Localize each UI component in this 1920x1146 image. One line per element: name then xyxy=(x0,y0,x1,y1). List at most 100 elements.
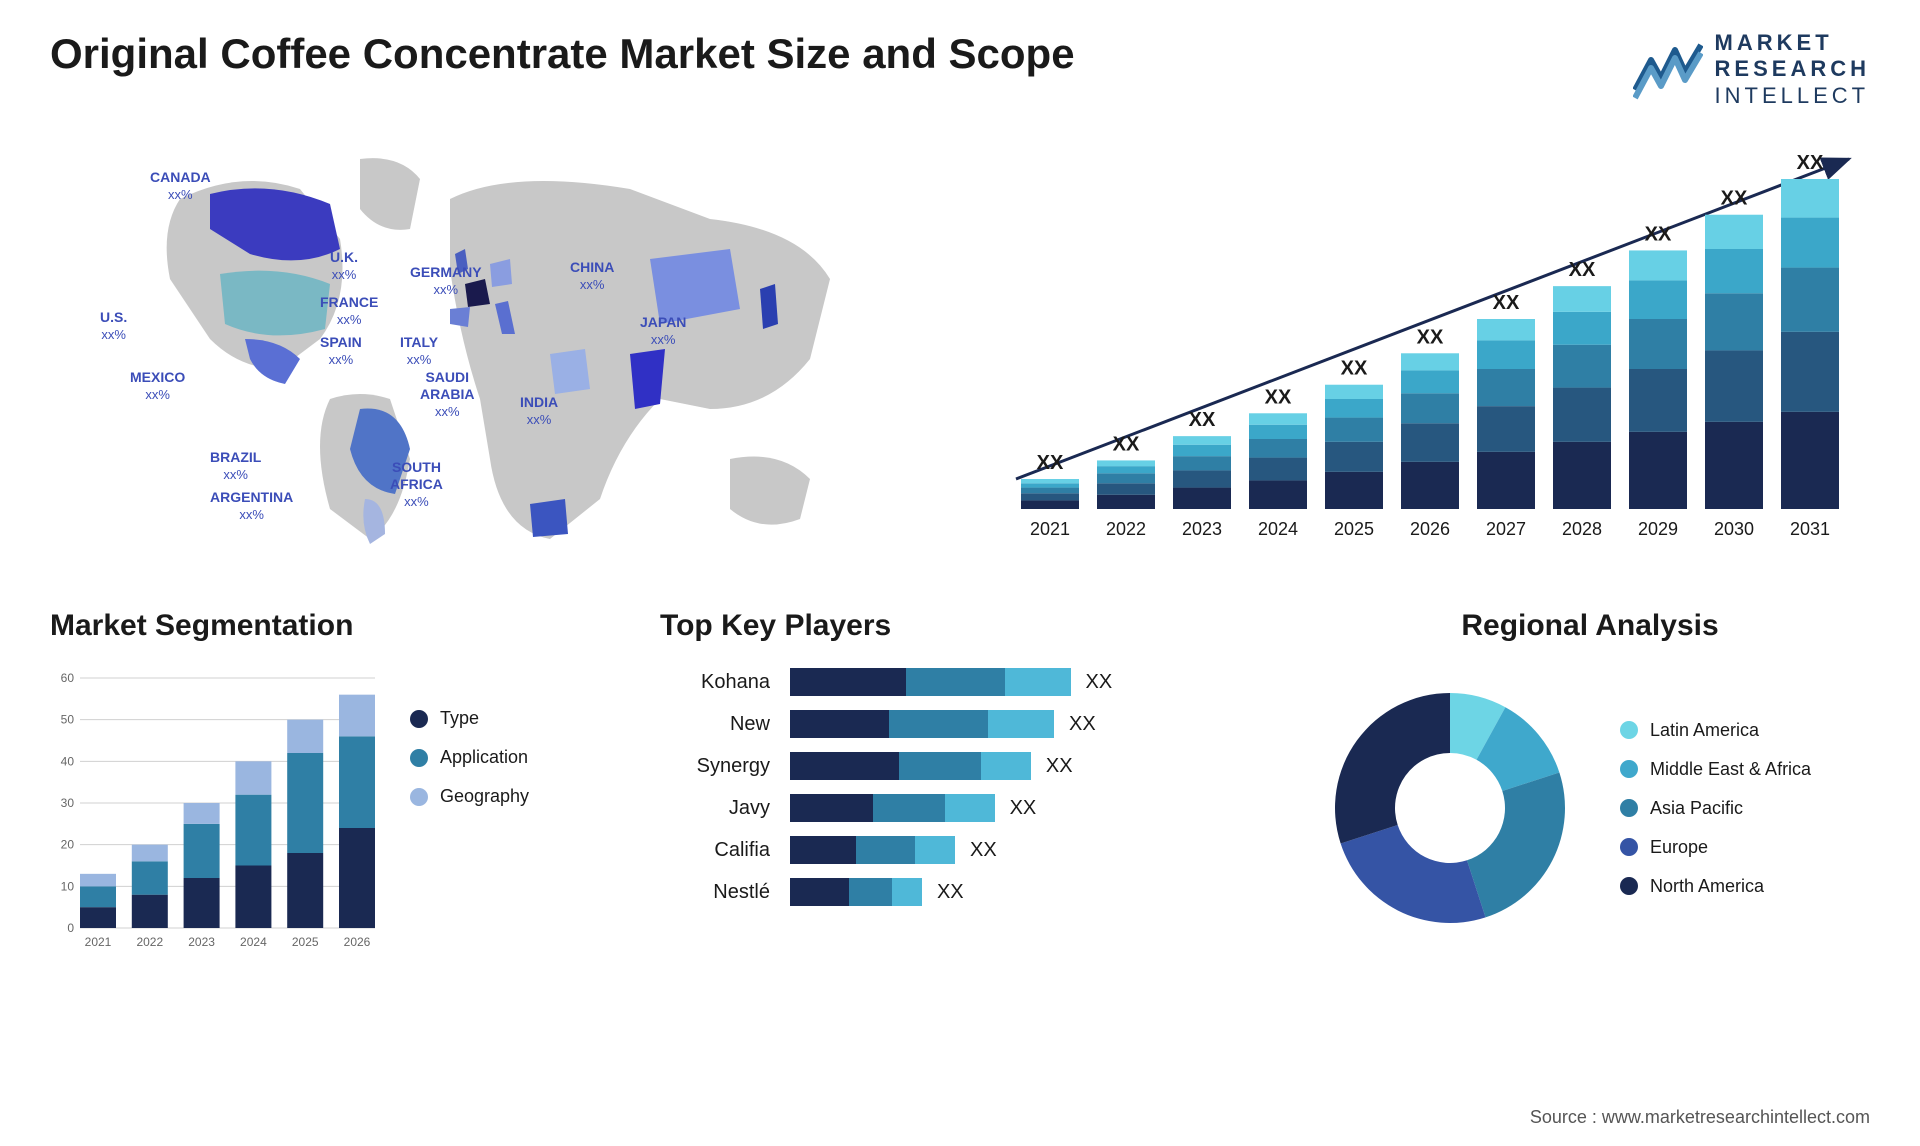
seg-ytick: 60 xyxy=(61,671,75,685)
growth-bar-label: XX xyxy=(1721,188,1748,210)
growth-bar-seg xyxy=(1705,351,1763,422)
player-value: XX xyxy=(1069,713,1096,736)
player-value: XX xyxy=(1046,755,1073,778)
growth-bar-seg xyxy=(1173,436,1231,445)
map-country-japan xyxy=(760,284,778,329)
seg-legend-item: Type xyxy=(410,708,529,729)
seg-bar-seg xyxy=(339,737,375,829)
player-value: XX xyxy=(937,881,964,904)
growth-bar-seg xyxy=(1477,452,1535,509)
donut-wrap xyxy=(1310,668,1590,948)
growth-bar-seg xyxy=(1021,501,1079,510)
player-bar-seg xyxy=(945,794,995,822)
growth-bar-seg xyxy=(1553,442,1611,509)
map-country-spain xyxy=(450,307,470,327)
growth-bar-seg xyxy=(1781,412,1839,509)
player-name: Nestlé xyxy=(713,878,770,906)
map-label-france: FRANCExx% xyxy=(320,294,378,328)
growth-bar-seg xyxy=(1097,466,1155,473)
key-players-section: Top Key Players KohanaNewSynergyJavyCali… xyxy=(660,609,1260,958)
seg-ytick: 50 xyxy=(61,713,75,727)
seg-ytick: 30 xyxy=(61,796,75,810)
growth-year-label: 2026 xyxy=(1410,519,1450,539)
growth-bar-label: XX xyxy=(1341,358,1368,380)
growth-bar-label: XX xyxy=(1265,386,1292,408)
legend-dot xyxy=(1620,760,1638,778)
logo-icon xyxy=(1633,40,1703,100)
legend-dot xyxy=(1620,877,1638,895)
regional-legend-item: Asia Pacific xyxy=(1620,798,1811,819)
player-bar xyxy=(790,752,1031,780)
legend-label: North America xyxy=(1650,876,1764,897)
growth-bar-seg xyxy=(1021,493,1079,500)
player-name: New xyxy=(730,710,770,738)
map-label-southafrica: SOUTHAFRICAxx% xyxy=(390,459,443,509)
growth-bar-seg xyxy=(1477,406,1535,452)
player-name: Javy xyxy=(729,794,770,822)
player-bar-seg xyxy=(892,878,922,906)
growth-year-label: 2022 xyxy=(1106,519,1146,539)
seg-year: 2023 xyxy=(188,935,215,949)
growth-bar-seg xyxy=(1173,471,1231,488)
seg-ytick: 10 xyxy=(61,880,75,894)
growth-chart: XX2021XX2022XX2023XX2024XX2025XX2026XX20… xyxy=(990,139,1870,559)
player-name: Califia xyxy=(714,836,770,864)
growth-bar-seg xyxy=(1629,369,1687,432)
seg-bar-seg xyxy=(287,753,323,853)
growth-bar-seg xyxy=(1173,488,1231,509)
growth-bar-seg xyxy=(1249,425,1307,439)
growth-bar-seg xyxy=(1705,422,1763,509)
player-row: XX xyxy=(790,710,1260,738)
regional-section: Regional Analysis Latin AmericaMiddle Ea… xyxy=(1310,609,1870,958)
growth-bar-seg xyxy=(1173,445,1231,456)
legend-label: Europe xyxy=(1650,837,1708,858)
map-label-mexico: MEXICOxx% xyxy=(130,369,185,403)
seg-bar-seg xyxy=(80,907,116,928)
growth-year-label: 2021 xyxy=(1030,519,1070,539)
growth-bar-seg xyxy=(1553,286,1611,312)
growth-bar-label: XX xyxy=(1645,224,1672,246)
regional-legend-item: North America xyxy=(1620,876,1811,897)
growth-bar-seg xyxy=(1249,481,1307,510)
map-label-argentina: ARGENTINAxx% xyxy=(210,489,293,523)
map-label-india: INDIAxx% xyxy=(520,394,558,428)
player-bar xyxy=(790,836,955,864)
player-bar-seg xyxy=(790,836,856,864)
seg-ytick: 40 xyxy=(61,755,75,769)
world-map: CANADAxx%U.S.xx%MEXICOxx%BRAZILxx%ARGENT… xyxy=(50,139,950,559)
growth-bar-seg xyxy=(1325,385,1383,399)
growth-bar-seg xyxy=(1705,249,1763,293)
seg-bar-seg xyxy=(339,695,375,737)
player-bar-seg xyxy=(790,794,873,822)
growth-bar-seg xyxy=(1629,251,1687,281)
growth-bar-seg xyxy=(1325,399,1383,418)
player-bars: XXXXXXXXXXXX xyxy=(790,668,1260,906)
player-row: XX xyxy=(790,836,1260,864)
key-players-chart: KohanaNewSynergyJavyCalifiaNestlé XXXXXX… xyxy=(660,668,1260,906)
legend-label: Type xyxy=(440,708,479,729)
player-row: XX xyxy=(790,878,1260,906)
growth-bar-label: XX xyxy=(1417,326,1444,348)
legend-label: Latin America xyxy=(1650,720,1759,741)
player-bar xyxy=(790,794,995,822)
map-label-us: U.S.xx% xyxy=(100,309,127,343)
growth-bar-seg xyxy=(1705,293,1763,350)
legend-label: Asia Pacific xyxy=(1650,798,1743,819)
growth-bar-seg xyxy=(1097,483,1155,494)
seg-year: 2026 xyxy=(344,935,371,949)
growth-bar-seg xyxy=(1401,371,1459,394)
growth-year-label: 2031 xyxy=(1790,519,1830,539)
seg-bar-seg xyxy=(235,762,271,795)
player-value: XX xyxy=(1010,797,1037,820)
map-label-spain: SPAINxx% xyxy=(320,334,362,368)
player-row: XX xyxy=(790,752,1260,780)
growth-bar-seg xyxy=(1705,215,1763,249)
growth-bar-seg xyxy=(1401,353,1459,370)
legend-dot xyxy=(410,710,428,728)
growth-bar-seg xyxy=(1325,442,1383,472)
growth-year-label: 2028 xyxy=(1562,519,1602,539)
growth-year-label: 2027 xyxy=(1486,519,1526,539)
seg-bar-seg xyxy=(132,845,168,862)
growth-bar-seg xyxy=(1401,393,1459,423)
player-bar-seg xyxy=(790,752,899,780)
